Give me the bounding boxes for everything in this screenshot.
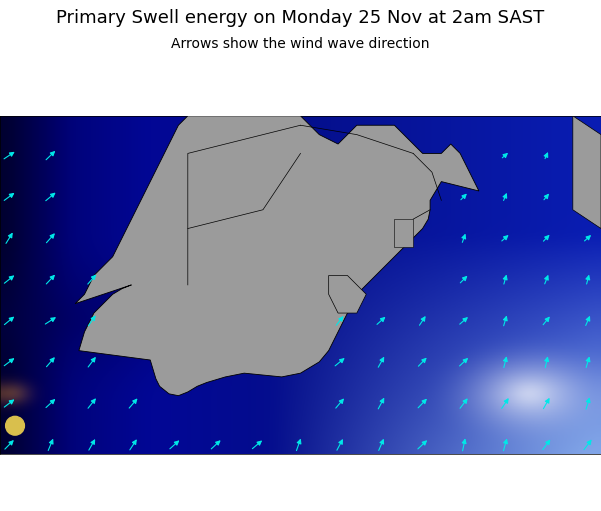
Polygon shape [329, 275, 366, 313]
Text: Arrows show the wind wave direction: Arrows show the wind wave direction [171, 37, 430, 51]
Polygon shape [573, 116, 601, 228]
Polygon shape [75, 116, 479, 396]
Text: Primary Swell energy on Monday 25 Nov at 2am SAST: Primary Swell energy on Monday 25 Nov at… [56, 9, 545, 27]
Circle shape [5, 416, 25, 435]
Polygon shape [394, 219, 413, 247]
